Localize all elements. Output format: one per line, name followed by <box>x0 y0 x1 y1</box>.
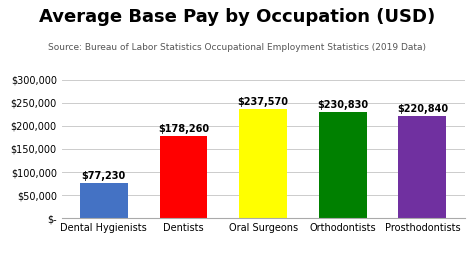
Bar <box>319 112 366 218</box>
Text: $230,830: $230,830 <box>317 100 368 110</box>
Text: $77,230: $77,230 <box>82 171 126 181</box>
Text: Source: Bureau of Labor Statistics Occupational Employment Statistics (2019 Data: Source: Bureau of Labor Statistics Occup… <box>48 43 426 52</box>
Bar <box>160 136 207 218</box>
Bar <box>80 182 128 218</box>
Text: $178,260: $178,260 <box>158 124 209 134</box>
Text: Average Base Pay by Occupation (USD): Average Base Pay by Occupation (USD) <box>39 8 435 26</box>
Text: $237,570: $237,570 <box>237 97 289 107</box>
Bar <box>239 109 287 218</box>
Bar <box>399 116 446 218</box>
Text: $220,840: $220,840 <box>397 105 448 114</box>
